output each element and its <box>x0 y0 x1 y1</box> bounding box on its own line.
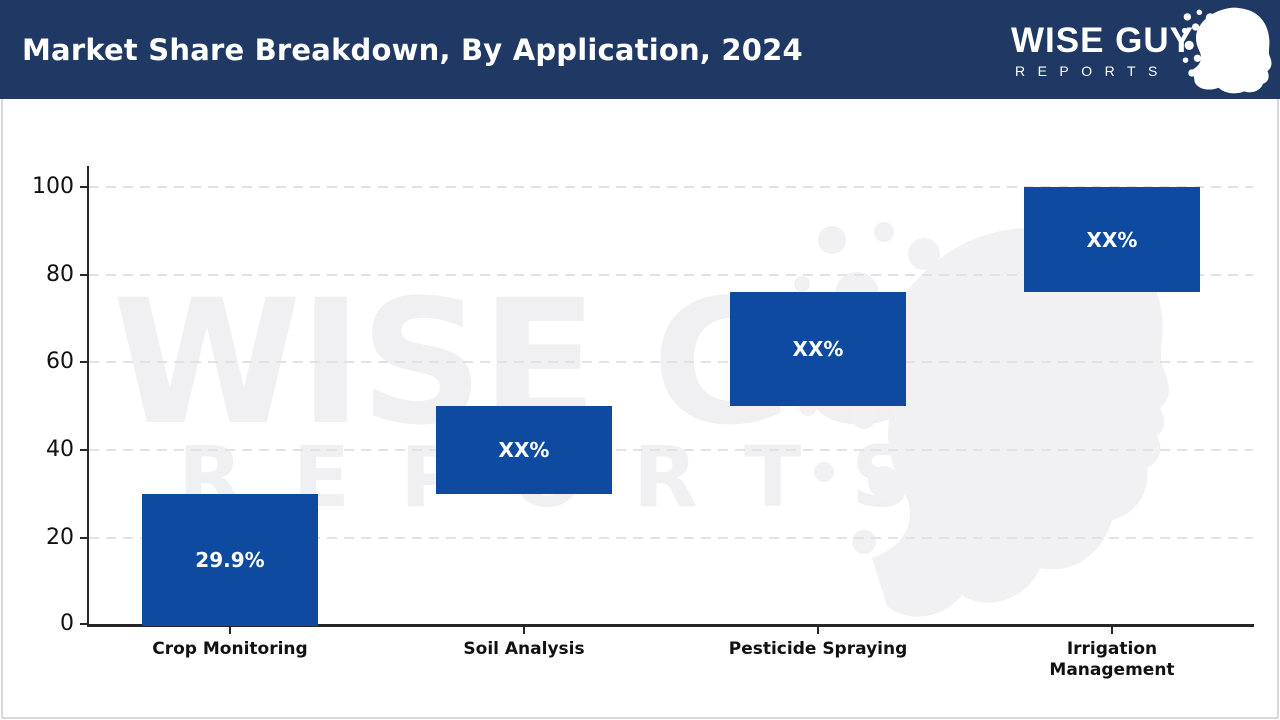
y-label-20: 20 <box>46 525 74 550</box>
bar-value-label: XX% <box>792 337 844 361</box>
y-label-60: 60 <box>46 349 74 374</box>
bar-irrigation-management: XX% <box>1024 187 1200 292</box>
header-bar: Market Share Breakdown, By Application, … <box>0 0 1280 99</box>
y-label-100: 100 <box>32 174 74 199</box>
brand-name: WISE GUY <box>1010 20 1194 60</box>
bar-pesticide-spraying: XX% <box>730 292 906 406</box>
x-tick-pesticide-spraying <box>817 627 819 634</box>
y-label-80: 80 <box>46 262 74 287</box>
gridline-100 <box>89 186 1253 188</box>
x-tick-soil-analysis <box>523 627 525 634</box>
x-axis-line <box>87 624 1254 627</box>
y-tick-100 <box>80 186 87 188</box>
y-label-0: 0 <box>60 611 74 636</box>
bar-value-label: XX% <box>498 438 550 462</box>
category-label-irrigation-management: Irrigation Management <box>1049 639 1175 680</box>
gridline-80 <box>89 274 1253 276</box>
category-label-soil-analysis: Soil Analysis <box>463 639 585 659</box>
y-tick-20 <box>80 537 87 539</box>
gridline-20 <box>89 537 1253 539</box>
y-label-40: 40 <box>46 437 74 462</box>
bar-value-label: XX% <box>1086 227 1138 252</box>
x-tick-irrigation-management <box>1111 627 1113 634</box>
brand-subname: REPORTS <box>1014 62 1170 79</box>
gridline-60 <box>89 361 1253 363</box>
y-tick-80 <box>80 274 87 276</box>
x-tick-crop-monitoring <box>229 627 231 634</box>
brand-logo: WISE GUY REPORTS <box>1011 6 1272 94</box>
bar-soil-analysis: XX% <box>436 406 612 494</box>
brand-logo-text: WISE GUY REPORTS <box>1010 20 1194 79</box>
gridline-40 <box>89 449 1253 451</box>
y-tick-40 <box>80 449 87 451</box>
y-axis-line <box>87 166 89 625</box>
bar-crop-monitoring: 29.9% <box>142 494 318 626</box>
category-label-crop-monitoring: Crop Monitoring <box>152 639 308 659</box>
y-tick-0 <box>80 623 87 625</box>
category-label-pesticide-spraying: Pesticide Spraying <box>728 639 908 659</box>
page-title: Market Share Breakdown, By Application, … <box>22 32 803 67</box>
logo-face-icon <box>1181 7 1272 94</box>
bar-value-label: 29.9% <box>195 548 265 572</box>
y-tick-60 <box>80 361 87 363</box>
